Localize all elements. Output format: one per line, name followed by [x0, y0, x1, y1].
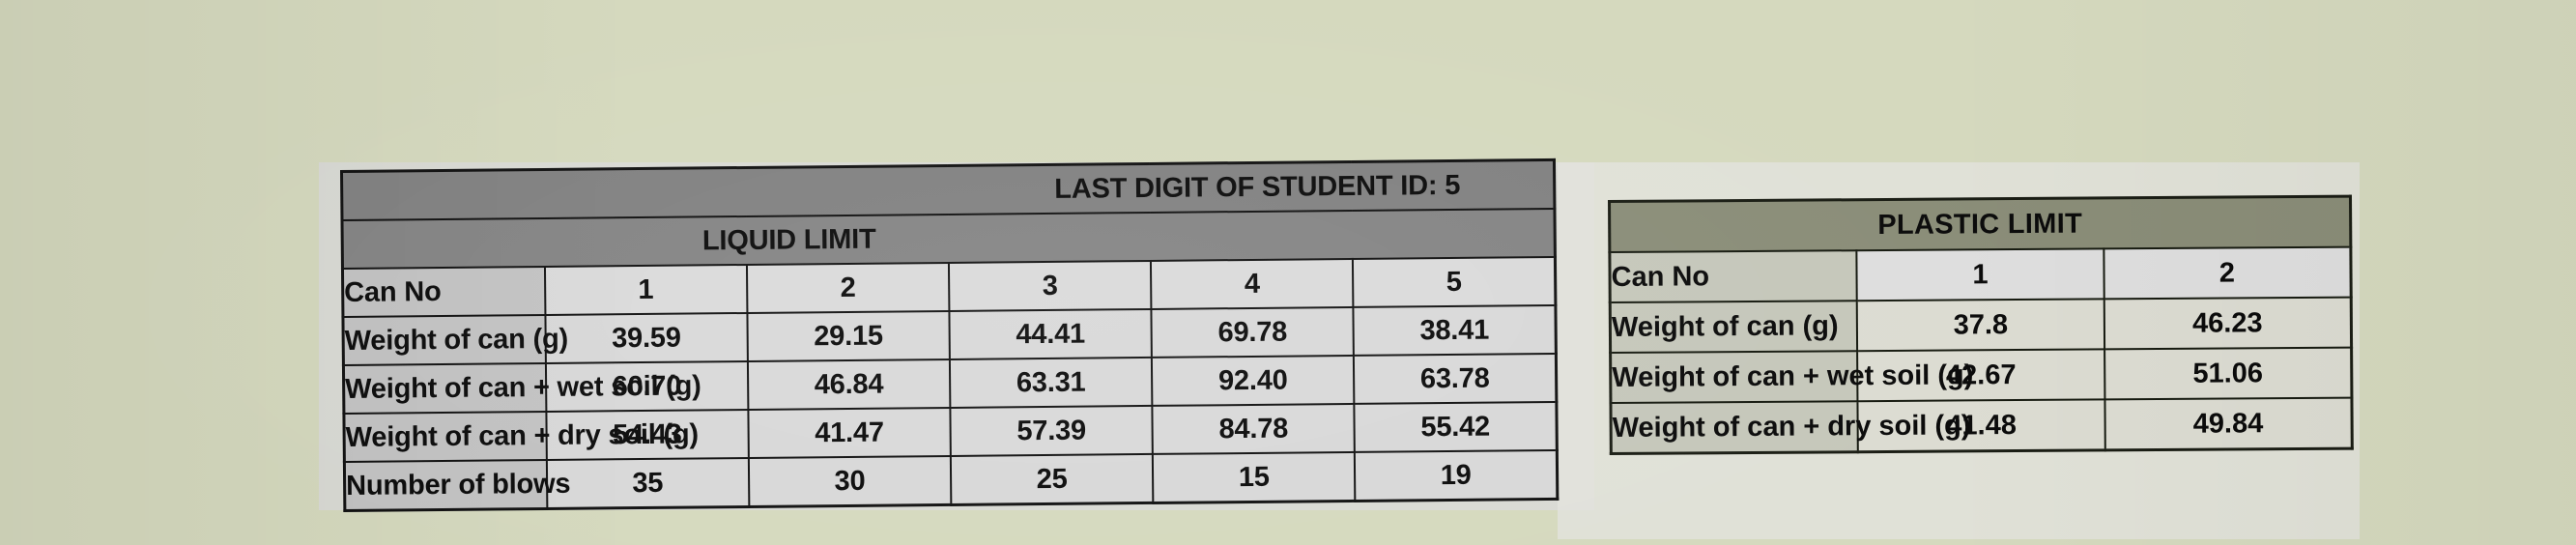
cell-weight-can-wet-soil-2: 46.84 — [747, 359, 951, 410]
liquid-limit-table: LAST DIGIT OF STUDENT ID: 5 LIQUID LIMIT… — [340, 158, 1560, 512]
cell-weight-of-can-2: 29.15 — [747, 310, 950, 361]
plastic-limit-table-container: PLASTIC LIMIT Can No 1 2 Weight of can (… — [1608, 194, 2354, 480]
cell-weight-of-can-1: 37.8 — [1856, 299, 2104, 352]
table-row: Weight of can + dry soil (g) 41.48 49.84 — [1610, 397, 2353, 454]
cell-weight-can-wet-soil-2: 51.06 — [2104, 347, 2352, 400]
plastic-limit-table: PLASTIC LIMIT Can No 1 2 Weight of can (… — [1608, 194, 2354, 455]
row-label-can-no: Can No — [1609, 250, 1857, 302]
table-row: Can No 1 2 — [1609, 246, 2352, 302]
cell-weight-can-wet-soil-4: 92.40 — [1152, 355, 1355, 406]
cell-weight-of-can-1: 39.59 — [545, 312, 748, 363]
row-label-can-no: Can No — [342, 266, 546, 317]
table-row: Weight of can + wet soil (g) 42.67 51.06 — [1610, 347, 2352, 403]
cell-weight-of-can-4: 69.78 — [1151, 306, 1355, 358]
col-header-can-5: 5 — [1353, 256, 1556, 307]
cell-weight-can-dry-soil-3: 57.39 — [950, 405, 1153, 456]
cell-weight-can-dry-soil-2: 41.47 — [748, 407, 951, 458]
cell-weight-can-dry-soil-5: 55.42 — [1354, 401, 1558, 452]
liquid-limit-table-container: LAST DIGIT OF STUDENT ID: 5 LIQUID LIMIT… — [340, 158, 1560, 512]
row-label-weight-of-can: Weight of can (g) — [1610, 301, 1858, 353]
cell-number-of-blows-1: 35 — [546, 457, 750, 509]
row-label-weight-can-wet-soil: Weight of can + wet soil (g) — [1610, 351, 1973, 403]
table-row-section-title: PLASTIC LIMIT — [1609, 196, 2351, 252]
cell-weight-can-dry-soil-4: 84.78 — [1152, 403, 1356, 454]
col-header-can-2: 2 — [746, 262, 950, 313]
table-row: Weight of can (g) 37.8 46.23 — [1610, 297, 2352, 353]
plastic-limit-section-title: PLASTIC LIMIT — [1609, 196, 2351, 252]
cell-number-of-blows-5: 19 — [1355, 449, 1558, 502]
cell-number-of-blows-3: 25 — [950, 453, 1154, 505]
cell-number-of-blows-2: 30 — [748, 455, 952, 507]
row-label-weight-can-dry-soil: Weight of can + dry soil (g) — [343, 411, 699, 462]
liquid-limit-section-title-label: LIQUID LIMIT — [701, 223, 876, 256]
col-header-can-3: 3 — [948, 260, 1152, 311]
row-label-weight-can-wet-soil: Weight of can + wet soil (g) — [343, 362, 701, 414]
cell-number-of-blows-4: 15 — [1152, 451, 1356, 503]
col-header-can-2: 2 — [2104, 246, 2352, 300]
row-label-weight-of-can: Weight of can (g) — [342, 314, 568, 365]
cell-weight-can-dry-soil-2: 49.84 — [2104, 397, 2353, 450]
cell-weight-can-wet-soil-3: 63.31 — [949, 357, 1153, 408]
cell-weight-of-can-3: 44.41 — [949, 308, 1153, 359]
student-id-banner-label: LAST DIGIT OF STUDENT ID: 5 — [1054, 169, 1461, 205]
row-label-weight-can-dry-soil: Weight of can + dry soil (g) — [1610, 401, 1971, 454]
cell-weight-of-can-5: 38.41 — [1353, 304, 1557, 356]
cell-weight-can-wet-soil-5: 63.78 — [1354, 353, 1557, 404]
col-header-can-4: 4 — [1151, 258, 1354, 309]
cell-weight-of-can-2: 46.23 — [2104, 297, 2352, 350]
col-header-can-1: 1 — [544, 264, 748, 315]
row-label-number-of-blows: Number of blows — [344, 459, 571, 511]
col-header-can-1: 1 — [1856, 248, 2104, 301]
table-row: Number of blows 35 30 25 15 19 — [344, 449, 1558, 511]
